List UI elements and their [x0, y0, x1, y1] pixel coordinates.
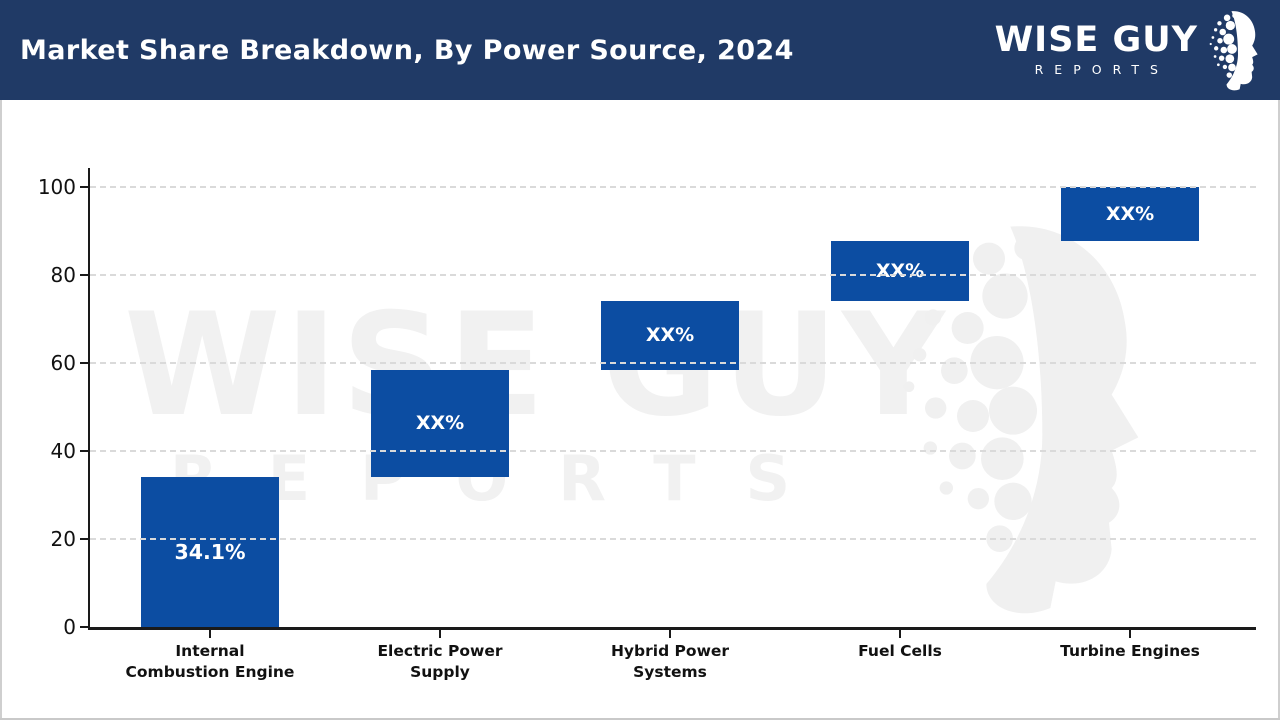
- bar-value-label: XX%: [1105, 203, 1155, 226]
- bar-value-label: XX%: [415, 412, 465, 435]
- bar-value-label: XX%: [645, 324, 695, 347]
- bar-4: XX%: [831, 241, 969, 301]
- y-tick-label: 40: [50, 439, 76, 463]
- category-label-1: Internal Combustion Engine: [90, 641, 330, 682]
- x-tick-mark: [439, 630, 441, 638]
- page-border-left: [0, 100, 2, 718]
- y-tick-mark: [80, 450, 90, 452]
- chart-area: WISE GUY REPORTS 0 20 40 60 80 100 34.1% Intern…: [0, 100, 1280, 718]
- y-tick-label: 100: [37, 175, 76, 199]
- category-label-line: Fuel Cells: [858, 642, 942, 660]
- x-tick-mark: [1129, 630, 1131, 638]
- logo-head-icon: [1202, 9, 1262, 91]
- gridline-20: [90, 538, 1256, 540]
- x-tick-mark: [899, 630, 901, 638]
- y-axis-line: [88, 168, 90, 630]
- x-axis-line: [88, 627, 1256, 630]
- category-label-line: Hybrid Power: [610, 642, 730, 660]
- bar-value-label: 34.1%: [174, 539, 246, 564]
- y-tick-label: 60: [50, 351, 76, 375]
- y-tick-label: 80: [50, 263, 76, 287]
- y-tick-mark: [80, 626, 90, 628]
- gridline-100: [90, 186, 1256, 188]
- category-label-line: Supply: [410, 662, 470, 681]
- category-label-line: Electric Power: [377, 642, 503, 660]
- page-title: Market Share Breakdown, By Power Source,…: [20, 34, 794, 66]
- category-label-line: Combustion Engine: [125, 662, 295, 681]
- y-tick-mark: [80, 274, 90, 276]
- gridline-60: [90, 362, 1256, 364]
- page-border-right: [1278, 100, 1280, 718]
- category-label-line: Turbine Engines: [1060, 642, 1200, 660]
- bar-2: XX%: [371, 370, 509, 477]
- category-label-3: Hybrid Power Systems: [550, 641, 790, 682]
- bar-5: XX%: [1061, 187, 1199, 242]
- y-tick-mark: [80, 362, 90, 364]
- x-tick-mark: [209, 630, 211, 638]
- watermark-wordmark: WISE GUY: [124, 283, 949, 448]
- logo-subtext: REPORTS: [1034, 62, 1169, 77]
- category-label-line: Internal: [175, 642, 245, 660]
- x-tick-mark: [669, 630, 671, 638]
- y-tick-mark: [80, 538, 90, 540]
- header: Market Share Breakdown, By Power Source,…: [0, 0, 1280, 100]
- category-label-5: Turbine Engines: [1010, 641, 1250, 662]
- brand-logo: WISE GUY REPORTS: [995, 9, 1262, 91]
- bar-1: 34.1%: [141, 476, 279, 627]
- y-tick-mark: [80, 186, 90, 188]
- gridline-40: [90, 450, 1256, 452]
- category-label-line: Systems: [633, 662, 707, 681]
- category-label-2: Electric Power Supply: [320, 641, 560, 682]
- y-tick-label: 0: [63, 615, 76, 639]
- category-label-4: Fuel Cells: [780, 641, 1020, 662]
- bar-3: XX%: [601, 300, 739, 371]
- logo-wordmark: WISE GUY: [994, 20, 1198, 60]
- bar-value-label: XX%: [875, 260, 925, 283]
- brand-logo-text: WISE GUY REPORTS: [994, 20, 1198, 78]
- gridline-80: [90, 274, 1256, 276]
- y-tick-label: 20: [50, 527, 76, 551]
